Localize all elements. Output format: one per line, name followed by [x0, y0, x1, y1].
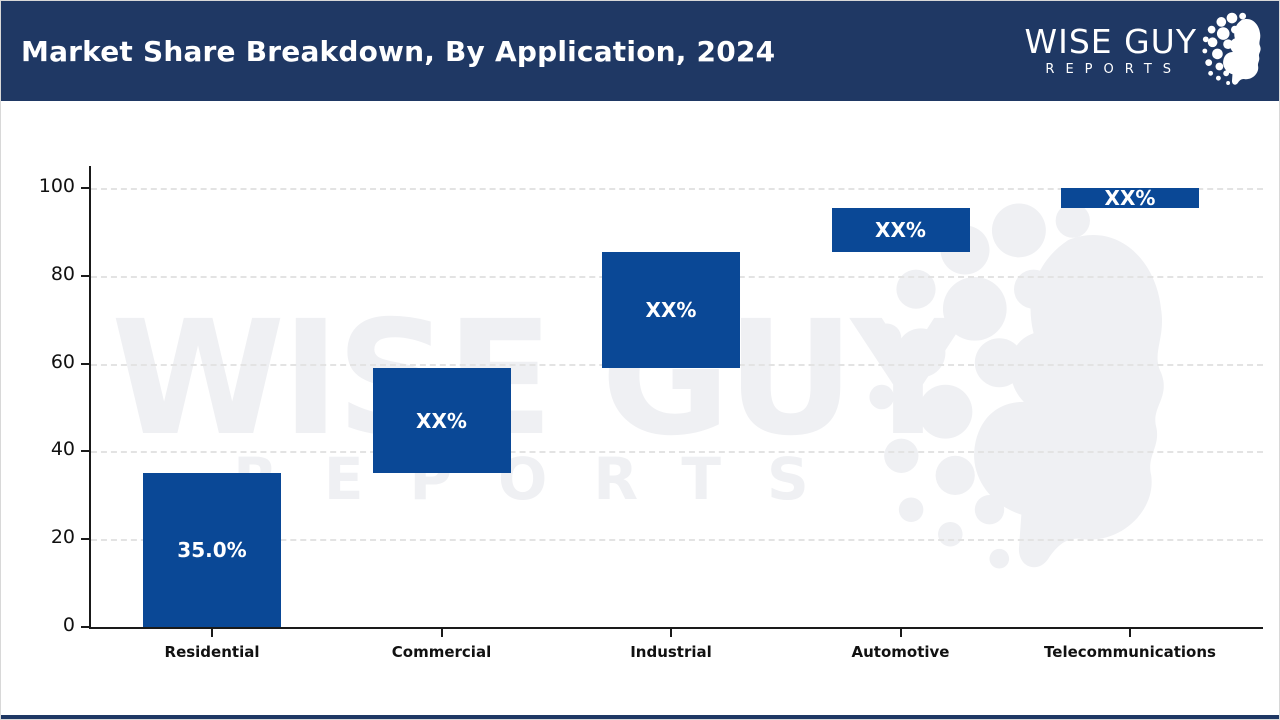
x-axis-label: Residential	[164, 643, 260, 661]
page-title: Market Share Breakdown, By Application, …	[21, 34, 776, 68]
x-tick	[670, 629, 672, 637]
logo-text: WISE GUY REPORTS	[1024, 21, 1197, 78]
bar: 35.0%	[143, 473, 281, 627]
x-axis-label: Industrial	[630, 643, 712, 661]
bar-value-label: XX%	[416, 408, 467, 433]
y-tick-label: 80	[50, 262, 75, 285]
bar: XX%	[1061, 185, 1199, 210]
gridline	[91, 451, 1263, 454]
logo-face-icon	[1202, 12, 1261, 85]
x-tick	[440, 629, 443, 637]
bar-value-label: XX%	[875, 217, 926, 242]
bar-value-label: 35.0%	[177, 538, 247, 563]
logo-wordmark: WISE GUY	[1024, 21, 1197, 61]
y-tick-label: 60	[50, 350, 75, 373]
x-axis-spine	[89, 627, 1263, 629]
y-tick-label: 100	[38, 175, 75, 197]
bar: XX%	[602, 251, 740, 368]
y-tick	[81, 450, 89, 453]
y-tick-label: 0	[62, 614, 75, 636]
footer-strip	[1, 715, 1279, 719]
y-tick	[81, 274, 89, 277]
y-tick-label: 40	[50, 438, 75, 461]
y-tick	[81, 626, 89, 628]
x-tick	[1129, 629, 1131, 637]
y-axis-spine	[89, 166, 91, 629]
wise-guy-reports-logo: WISE GUY REPORTS	[1024, 12, 1263, 90]
bar-value-label: XX%	[645, 297, 697, 322]
y-tick	[81, 362, 89, 365]
gridline	[91, 188, 1263, 190]
x-tick	[211, 629, 213, 637]
watermark-face-icon	[869, 203, 1164, 569]
gridline	[91, 539, 1263, 542]
y-tick	[81, 538, 89, 541]
x-tick	[899, 629, 902, 637]
watermark-wordmark: WISE GUY	[111, 287, 965, 471]
logo-subtitle: REPORTS	[1045, 62, 1183, 78]
watermark-subtitle: REPORTS	[233, 445, 855, 513]
bar-value-label: XX%	[1104, 185, 1156, 210]
y-tick	[81, 187, 89, 189]
header: Market Share Breakdown, By Application, …	[1, 1, 1279, 101]
bar: XX%	[372, 367, 511, 474]
bar: XX%	[831, 207, 970, 252]
chart-area: WISE GUY REPORTS 0 20 40 60 80 100 35.0% XX% XX…	[1, 101, 1279, 717]
x-axis-label: Commercial	[391, 643, 492, 661]
x-axis-label: Automotive	[851, 643, 950, 661]
y-tick-label: 20	[50, 526, 75, 549]
x-axis-label: Telecommunications	[1044, 643, 1216, 661]
